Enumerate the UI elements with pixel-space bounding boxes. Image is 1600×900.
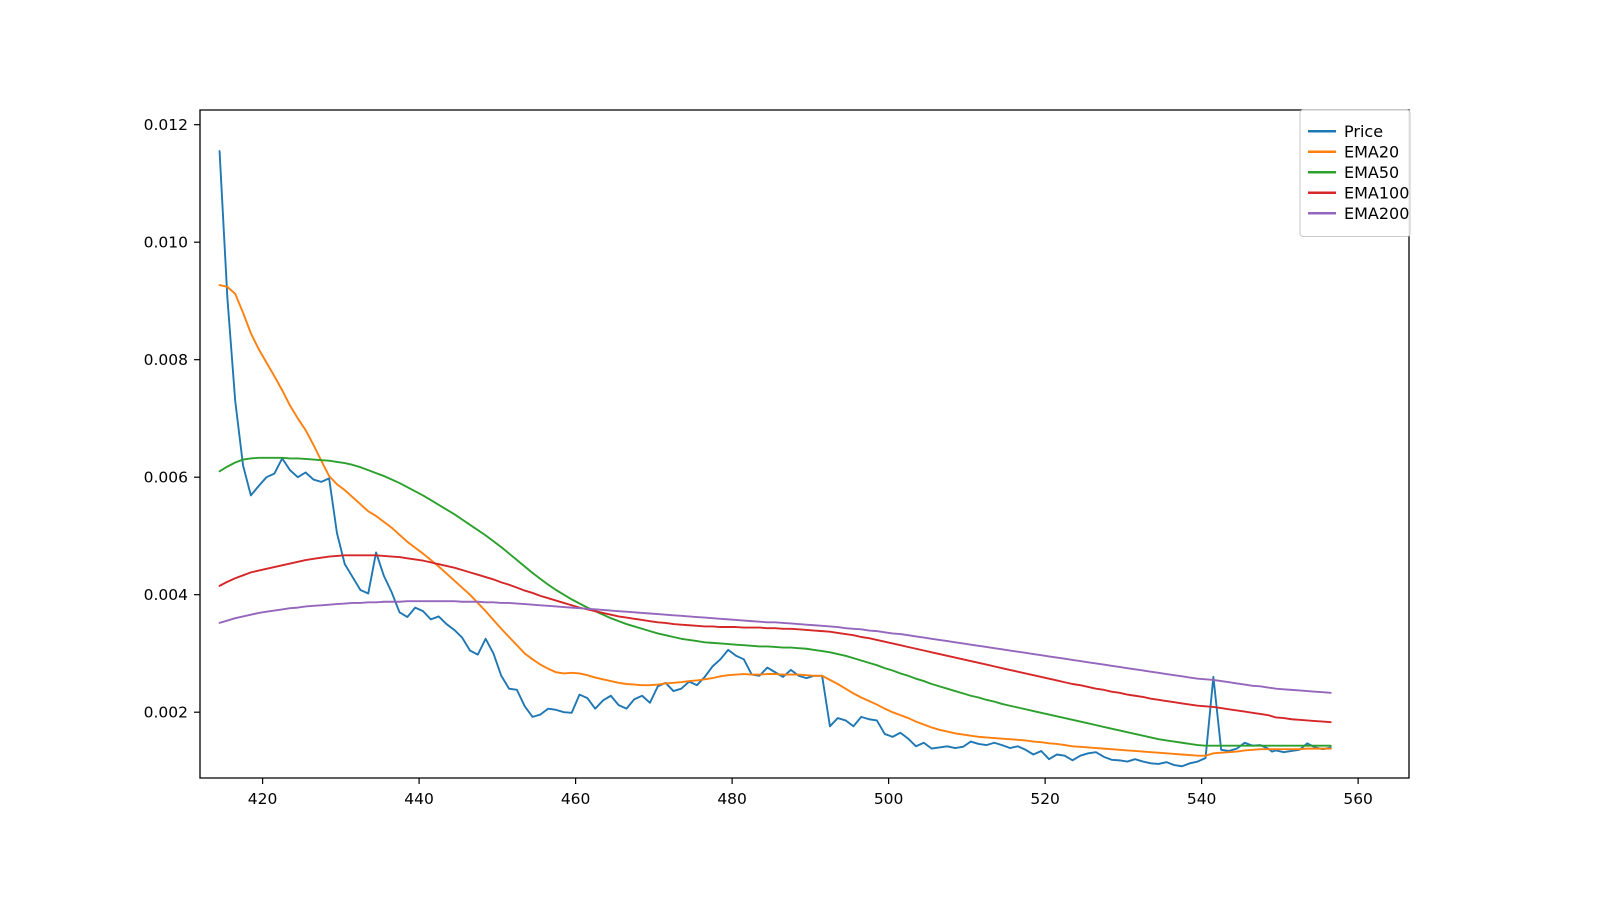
data-series-group — [218, 150, 1332, 768]
legend-label-price: Price — [1344, 122, 1383, 141]
series-line-ema50 — [218, 456, 1332, 747]
x-tick-label: 520 — [1030, 790, 1060, 808]
y-axis-ticks: 0.002 0.004 0.006 0.008 0.010 0.012 — [144, 116, 200, 722]
x-tick-label: 460 — [561, 790, 591, 808]
axes-spines — [199, 109, 1410, 779]
y-tick-label: 0.002 — [144, 704, 188, 722]
x-tick-label: 500 — [874, 790, 904, 808]
y-tick-label: 0.004 — [144, 586, 188, 604]
x-tick-label: 440 — [404, 790, 434, 808]
y-tick-label: 0.010 — [144, 234, 188, 252]
legend-frame — [1299, 109, 1411, 238]
y-tick-label: 0.012 — [144, 116, 188, 134]
legend-label-ema50: EMA50 — [1344, 163, 1399, 182]
legend-label-ema200: EMA200 — [1344, 204, 1409, 223]
x-axis-ticks: 420 440 460 480 500 520 540 560 — [248, 778, 1373, 808]
legend-label-ema100: EMA100 — [1344, 183, 1409, 202]
x-tick-label: 420 — [248, 790, 278, 808]
legend-label-ema20: EMA20 — [1344, 142, 1399, 161]
x-tick-label: 540 — [1187, 790, 1217, 808]
x-tick-label: 560 — [1343, 790, 1373, 808]
series-line-ema200 — [218, 600, 1332, 694]
y-tick-label: 0.006 — [144, 469, 188, 487]
series-line-ema20 — [218, 284, 1332, 757]
y-tick-label: 0.008 — [144, 351, 188, 369]
x-tick-label: 480 — [717, 790, 747, 808]
series-line-ema100 — [218, 554, 1332, 724]
